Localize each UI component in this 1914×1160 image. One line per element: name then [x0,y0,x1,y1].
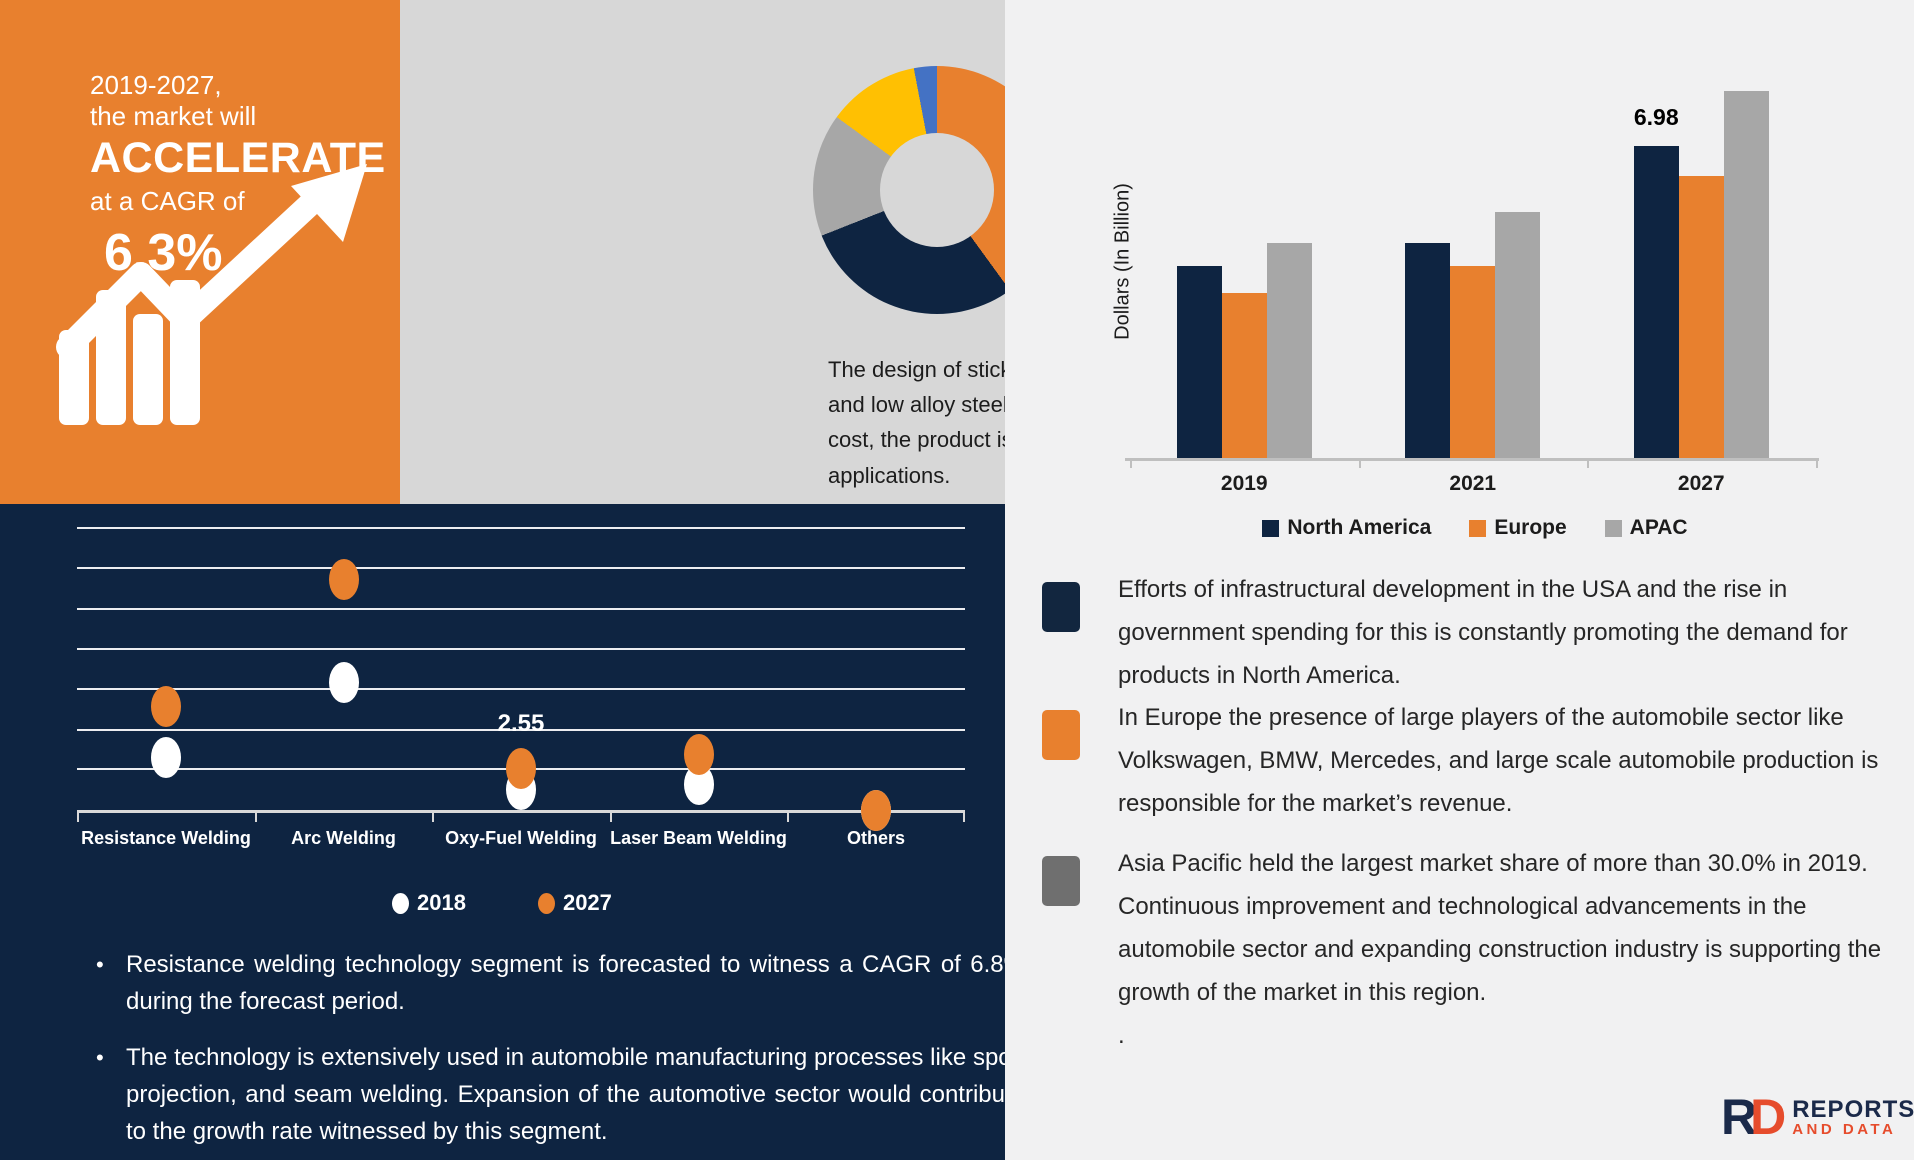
x-axis-label-2021: 2021 [1449,472,1497,495]
dot-2027-resistance-welding [151,686,181,728]
growth-arrow-bars-icon [56,164,367,425]
regional-panel: Dollars (In Billion) 2019 2021 2027 6.98 No… [1005,0,1914,1160]
bar-europe-2027 [1678,176,1724,458]
cagr-value: 6.3% [104,223,223,282]
bar-apac-2019 [1266,243,1312,458]
x-axis-label-2019: 2019 [1220,472,1268,495]
bar-north-america-2027 [1633,145,1679,458]
north-america-bullet-marker [1042,582,1080,632]
logo-mark-d: D [1750,1089,1787,1145]
x-axis-tick [787,810,790,822]
period-text: 2019-2027, [90,70,222,100]
technology-panel: Resistance Welding Arc Welding Oxy-Fuel We… [0,504,1025,1160]
x-axis-tick [1358,458,1361,468]
x-axis-tick [1815,458,1818,468]
x-axis-label-2027: 2027 [1677,472,1725,495]
category-label-resistance-welding: Resistance Welding [81,828,251,848]
dot-2027-others [861,790,891,831]
bar-chart-legend: North America Europe APAC [1130,516,1820,540]
legend-item-apac: APAC [1604,516,1688,540]
legend-swatch-apac [1604,519,1622,537]
logo-and-data-text: AND DATA [1792,1120,1897,1138]
bar-apac-2027 [1723,91,1769,458]
legend-label: 2018 [417,890,466,915]
technology-bullets: Resistance welding technology segment is… [50,946,1025,1160]
dot-2027-arc-welding [328,559,359,601]
gridline [77,527,965,529]
legend-label: 2027 [562,890,612,915]
bar-apac-2021 [1495,212,1541,458]
x-axis-line [1125,458,1819,461]
gridline [77,648,965,650]
x-axis-line [77,810,965,813]
bar-europe-2019 [1221,292,1267,458]
category-label-laser-beam-welding: Laser Beam Welding [610,828,787,848]
bar-north-america-2019 [1176,265,1222,458]
logo-mark-r: R [1721,1089,1758,1145]
category-label-oxy-fuel-welding: Oxy-Fuel Welding [445,828,597,848]
data-label-north-america-2027: 6.98 [1633,103,1679,130]
gridline [77,729,965,731]
bar-chart-y-axis-label: Dollars (In Billion) [1111,183,1134,340]
legend-marker-2027 [537,892,555,914]
x-axis-tick [609,810,612,822]
dot-2027-oxy-fuel-welding [506,748,536,789]
data-label-oxy-fuel-welding: 2.55 [497,710,545,737]
market-will-text: the market will [90,100,257,131]
dot-2018-resistance-welding [151,737,181,779]
regional-bar-chart: Dollars (In Billion) 2019 2021 2027 6.98 [1005,0,1914,560]
dot-2018-arc-welding [328,661,359,703]
apac-bullet-marker [1042,856,1080,906]
technology-bullet-2: The technology is extensively used in au… [90,1039,1025,1150]
category-label-others: Others [846,828,906,848]
bar-europe-2021 [1450,265,1496,458]
legend-marker-2018 [392,892,409,914]
x-axis-tick [1587,458,1589,468]
legend-label: APAC [1629,516,1688,539]
cagr-of-text: at a CAGR of [90,186,245,217]
legend-label: North America [1287,516,1432,539]
technology-dot-plot: Resistance Welding Arc Welding Oxy-Fuel We… [0,504,1005,924]
x-axis-tick [1130,458,1132,468]
x-axis-tick [254,810,257,822]
stick-electrodes-panel: 36.0% of the total Welding Products is o… [400,0,1388,504]
technology-bullet-1: Resistance welding technology segment is… [90,946,1025,1020]
reports-and-data-logo: RD REPORTS AND DATA [1721,1092,1914,1142]
dot-2027-laser-beam-welding [683,734,714,775]
gridline [77,688,965,690]
accelerate-panel: 2019-2027, the market will ACCELERATE at… [0,0,400,504]
europe-bullet-marker [1042,710,1080,760]
legend-item-2027: 2027 [537,890,612,916]
dot-plot-legend: 2018 2027 [392,890,612,916]
donut-hole [880,133,994,247]
legend-item-europe: Europe [1469,516,1567,540]
logo-mark: RD [1721,1092,1786,1142]
north-america-bullet-text: Efforts of infrastructural development i… [1118,576,1848,689]
x-axis-tick [77,810,79,822]
legend-label: Europe [1494,516,1567,539]
legend-item-north-america: North America [1262,516,1431,540]
apac-bullet-text: Asia Pacific held the largest market sha… [1118,850,1882,1049]
logo-text: REPORTS AND DATA [1792,1095,1914,1138]
x-axis-tick [963,810,965,822]
gridline [77,567,965,569]
category-label-arc-welding: Arc Welding [291,828,396,848]
x-axis-tick [432,810,435,822]
gridline [77,608,965,610]
bar-north-america-2021 [1405,243,1451,458]
europe-bullet-text: In Europe the presence of large players … [1118,704,1879,817]
logo-reports-text: REPORTS [1792,1095,1914,1123]
legend-swatch-europe [1469,519,1487,537]
legend-swatch-north-america [1262,519,1280,537]
accelerate-text-block: 2019-2027, the market will ACCELERATE at… [90,70,386,284]
legend-item-2018: 2018 [392,890,466,916]
